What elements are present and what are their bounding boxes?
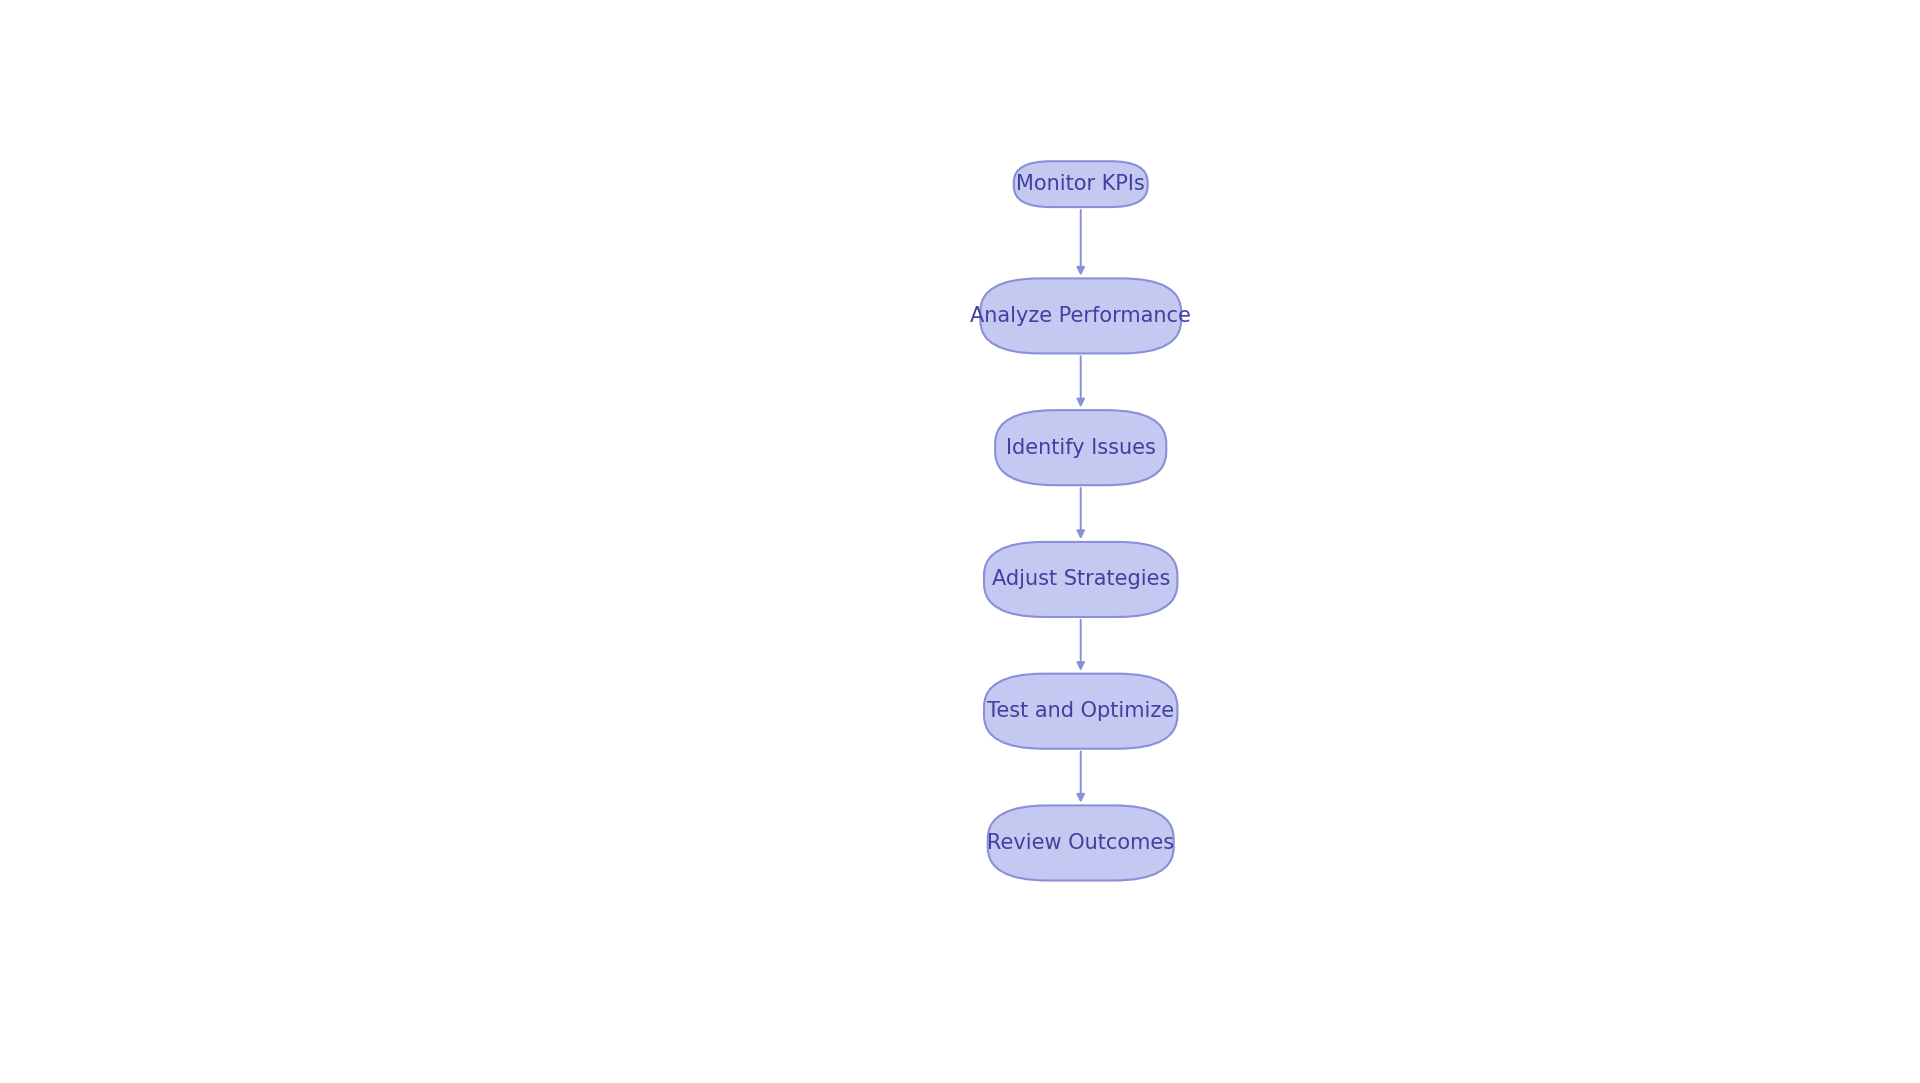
- FancyBboxPatch shape: [983, 674, 1177, 748]
- Text: Review Outcomes: Review Outcomes: [987, 833, 1175, 853]
- Text: Adjust Strategies: Adjust Strategies: [991, 570, 1169, 589]
- FancyBboxPatch shape: [983, 542, 1177, 617]
- FancyBboxPatch shape: [981, 278, 1181, 353]
- Text: Monitor KPIs: Monitor KPIs: [1016, 174, 1144, 194]
- Text: Analyze Performance: Analyze Performance: [970, 305, 1190, 326]
- FancyBboxPatch shape: [995, 410, 1165, 485]
- FancyBboxPatch shape: [987, 806, 1173, 880]
- Text: Test and Optimize: Test and Optimize: [987, 701, 1175, 721]
- FancyBboxPatch shape: [1014, 161, 1148, 207]
- Text: Identify Issues: Identify Issues: [1006, 438, 1156, 458]
